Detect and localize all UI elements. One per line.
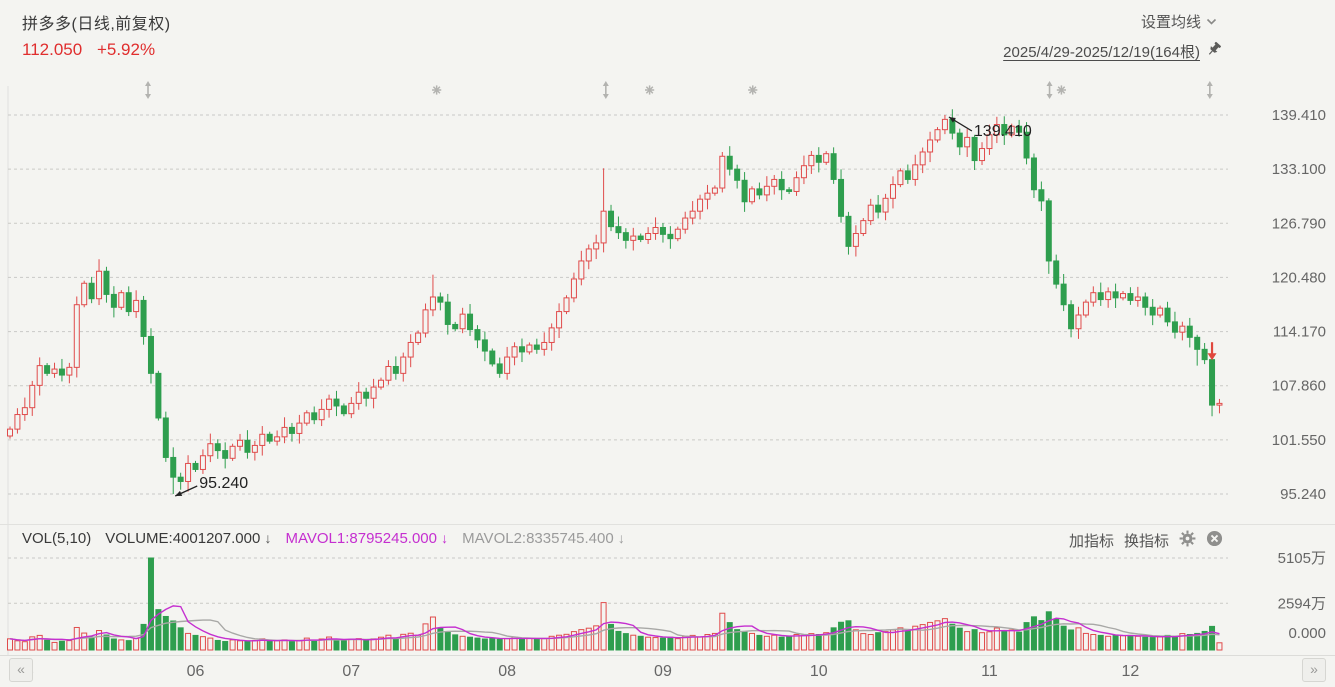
x-axis-label: 10 <box>810 663 828 680</box>
asterisk-event-icon <box>432 85 442 95</box>
mavol2-line <box>9 619 1220 642</box>
pin-icon <box>1206 41 1223 62</box>
price-axis-label: 95.240 <box>1280 486 1326 503</box>
volume-value: VOLUME:4001207.000 ↓ <box>105 530 272 547</box>
price-change: +5.92% <box>96 40 156 59</box>
chevron-down-icon <box>1206 13 1217 30</box>
low-annotation: 95.240 <box>174 475 248 497</box>
volume-down-arrow-icon: ↓ <box>264 530 272 546</box>
updown-arrow-event-icon <box>602 81 609 99</box>
x-axis-label: 11 <box>981 663 998 680</box>
mavol2-down-arrow-icon: ↓ <box>617 530 625 546</box>
high-annotation: 139.410 <box>948 116 1032 140</box>
close-icon[interactable] <box>1206 530 1223 551</box>
vol-indicator-name[interactable]: VOL(5,10) <box>22 530 92 547</box>
last-price: 112.050 <box>22 40 83 59</box>
price-axis-label: 101.550 <box>1272 432 1326 449</box>
price-axis-label: 107.860 <box>1272 378 1326 395</box>
gear-icon[interactable] <box>1179 530 1196 551</box>
volume-axis-labels: 5105万 2594万 0.000 <box>1278 550 1326 642</box>
x-axis-label: 09 <box>654 663 672 680</box>
mavol2-value: MAVOL2:8335745.400 ↓ <box>462 530 625 547</box>
date-range-text: 2025/4/29-2025/12/19(164根) <box>1003 44 1200 61</box>
x-axis-label: 12 <box>1122 663 1140 680</box>
stock-title: 拼多多(日线,前复权) <box>22 16 171 33</box>
volume-axis-label: 2594万 <box>1278 595 1326 612</box>
volume-indicator-header: VOL(5,10) VOLUME:4001207.000 ↓ MAVOL1:87… <box>22 530 625 547</box>
price-axis-label: 120.480 <box>1272 269 1326 286</box>
current-price-arrow <box>1207 342 1217 361</box>
asterisk-event-icon <box>645 85 655 95</box>
volume-bars <box>7 557 1223 651</box>
volume-gridlines <box>8 557 1228 604</box>
x-axis-label: 08 <box>498 663 516 680</box>
mavol1-down-arrow-icon: ↓ <box>441 530 449 546</box>
x-axis-label: 06 <box>187 663 205 680</box>
add-indicator-button[interactable]: 加指标 <box>1068 533 1114 550</box>
price-axis-labels: 139.410 133.100 126.790 120.480 114.170 107.8… <box>1272 107 1326 503</box>
ma-settings-label: 设置均线 <box>1140 14 1201 31</box>
price-axis-label: 114.170 <box>1273 324 1326 341</box>
indicator-toolbar: 加指标 换指标 <box>1069 530 1223 551</box>
x-axis-labels: 0506070809101112 <box>16 663 1139 680</box>
switch-indicator-button[interactable]: 换指标 <box>1123 533 1169 550</box>
updown-arrow-event-icon <box>1206 81 1213 99</box>
asterisk-event-icon <box>748 85 758 95</box>
scroll-right-button[interactable]: » <box>1302 658 1326 682</box>
asterisk-event-icon <box>1056 85 1067 95</box>
ma-settings-button[interactable]: 设置均线 <box>1141 11 1217 32</box>
price-axis-label: 139.410 <box>1272 107 1326 124</box>
mavol1-line <box>9 605 1220 642</box>
low-price-label: 95.240 <box>199 475 248 492</box>
scroll-left-button[interactable]: « <box>9 658 33 682</box>
updown-arrow-event-icon <box>145 81 152 99</box>
chart-frame <box>0 86 1335 656</box>
event-markers <box>145 81 1213 99</box>
price-axis-label: 126.790 <box>1272 215 1326 232</box>
volume-axis-label: 0.000 <box>1288 625 1326 642</box>
updown-arrow-event-icon <box>1046 81 1053 99</box>
mavol1-value: MAVOL1:8795245.000 ↓ <box>285 530 449 547</box>
date-range-link[interactable]: 2025/4/29-2025/12/19(164根) <box>1003 41 1223 62</box>
mavol-lines <box>9 605 1220 642</box>
price-gridlines <box>8 114 1228 495</box>
high-price-label: 139.410 <box>974 123 1032 140</box>
price-axis-label: 133.100 <box>1272 161 1326 178</box>
x-axis-label: 07 <box>342 663 360 680</box>
candles <box>7 109 1223 494</box>
price-quote: 112.050 +5.92% <box>22 40 155 60</box>
volume-axis-label: 5105万 <box>1278 550 1326 567</box>
